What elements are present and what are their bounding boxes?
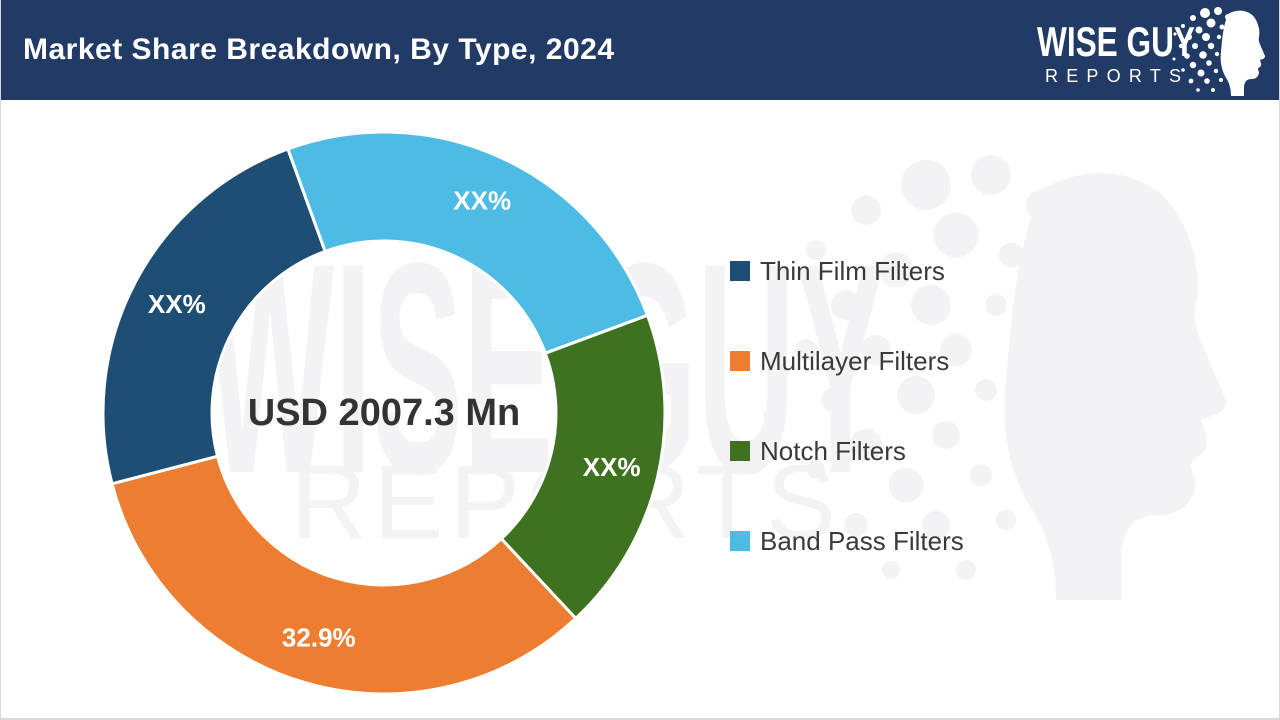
legend-label: Thin Film Filters [760, 256, 945, 286]
legend-item-notch-filters: Notch Filters [730, 436, 964, 466]
slice-multilayer-filters [110, 454, 578, 696]
header-bar: Market Share Breakdown, By Type, 2024 [1, 0, 1279, 100]
legend-label: Multilayer Filters [760, 346, 950, 376]
slice-notch-filters [499, 313, 667, 620]
legend-item-band-pass-filters: Band Pass Filters [730, 526, 964, 556]
legend-swatch [730, 441, 750, 461]
slice-label: XX% [583, 452, 641, 482]
donut-center-value: USD 2007.3 Mn [248, 392, 520, 434]
chart-legend: Thin Film Filters Multilayer Filters Notch… [730, 256, 964, 556]
legend-label: Notch Filters [760, 436, 906, 466]
legend-label: Band Pass Filters [760, 526, 964, 556]
legend-item-thin-film-filters: Thin Film Filters [730, 256, 964, 286]
legend-swatch [730, 351, 750, 371]
legend-swatch [730, 531, 750, 551]
slice-band-pass-filters [286, 130, 649, 355]
page-title: Market Share Breakdown, By Type, 2024 [23, 33, 615, 66]
slice-label: 32.9% [282, 623, 356, 653]
slice-label: XX% [148, 289, 206, 319]
slice-thin-film-filters [101, 147, 327, 486]
donut-chart: WISE GUY REPORTS XX%32.9%XX%XX% USD 2007… [101, 130, 1226, 696]
wiseguy-logo [1035, 4, 1267, 96]
slice-label: XX% [453, 186, 511, 216]
legend-item-multilayer-filters: Multilayer Filters [730, 346, 964, 376]
legend-swatch [730, 261, 750, 281]
